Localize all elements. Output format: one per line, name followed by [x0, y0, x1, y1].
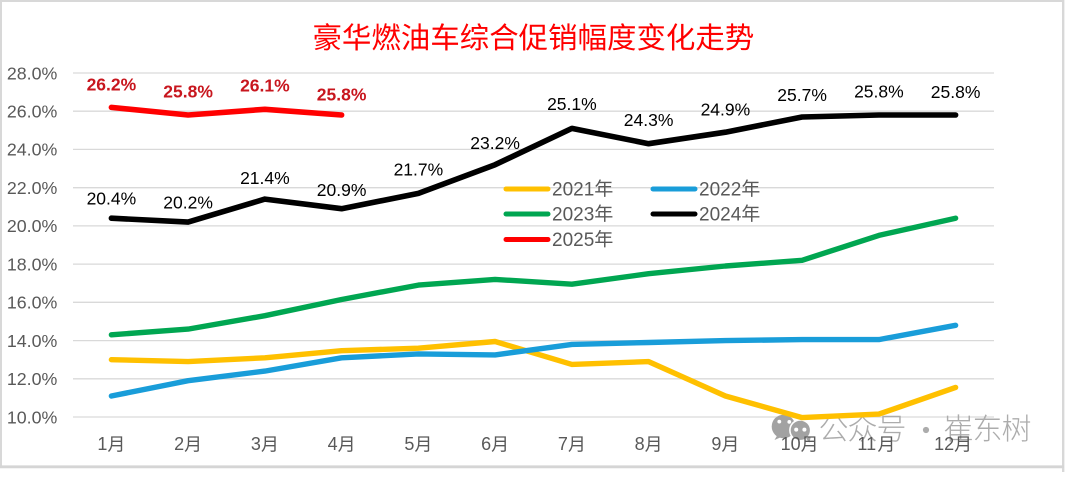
- svg-text:2: 2: [174, 434, 184, 454]
- svg-text:1: 1: [97, 434, 107, 454]
- svg-text:20.4%: 20.4%: [87, 189, 137, 209]
- svg-text:8: 8: [635, 434, 645, 454]
- svg-text:4: 4: [328, 434, 338, 454]
- svg-text:26.0%: 26.0%: [7, 102, 58, 122]
- svg-text:14.0%: 14.0%: [7, 331, 58, 351]
- svg-text:23.2%: 23.2%: [470, 133, 520, 153]
- svg-text:6: 6: [481, 434, 491, 454]
- svg-text:25.8%: 25.8%: [163, 82, 213, 102]
- svg-text:25.7%: 25.7%: [777, 85, 827, 105]
- svg-text:26.1%: 26.1%: [240, 75, 290, 95]
- svg-text:22.0%: 22.0%: [7, 178, 58, 198]
- svg-text:10.0%: 10.0%: [7, 407, 58, 427]
- svg-text:28.0%: 28.0%: [7, 63, 58, 83]
- svg-text:16.0%: 16.0%: [7, 293, 58, 313]
- svg-text:11: 11: [857, 434, 876, 454]
- svg-text:20.2%: 20.2%: [163, 193, 213, 213]
- svg-text:2023: 2023: [552, 204, 594, 225]
- svg-text:24.9%: 24.9%: [701, 100, 751, 120]
- svg-text:21.7%: 21.7%: [394, 160, 444, 180]
- svg-text:2024: 2024: [699, 204, 742, 225]
- svg-text:12.0%: 12.0%: [7, 369, 58, 389]
- svg-text:18.0%: 18.0%: [7, 254, 58, 274]
- svg-text:2022: 2022: [699, 179, 741, 200]
- svg-text:24.0%: 24.0%: [7, 140, 58, 160]
- svg-text:2025: 2025: [552, 230, 594, 251]
- svg-text:12: 12: [934, 434, 954, 454]
- svg-text:7: 7: [558, 434, 568, 454]
- svg-text:25.8%: 25.8%: [317, 84, 367, 104]
- svg-text:9: 9: [711, 434, 721, 454]
- svg-text:26.2%: 26.2%: [87, 74, 137, 94]
- svg-text:25.8%: 25.8%: [854, 82, 904, 102]
- svg-text:3: 3: [251, 434, 261, 454]
- svg-text:5: 5: [404, 434, 414, 454]
- svg-text:21.4%: 21.4%: [240, 168, 290, 188]
- svg-text:25.1%: 25.1%: [547, 94, 597, 114]
- svg-text:10: 10: [781, 434, 801, 454]
- svg-text:20.0%: 20.0%: [7, 216, 58, 236]
- svg-text:24.3%: 24.3%: [624, 110, 674, 130]
- svg-text:25.8%: 25.8%: [931, 82, 981, 102]
- svg-text:2021: 2021: [552, 179, 594, 200]
- svg-text:20.9%: 20.9%: [317, 180, 367, 200]
